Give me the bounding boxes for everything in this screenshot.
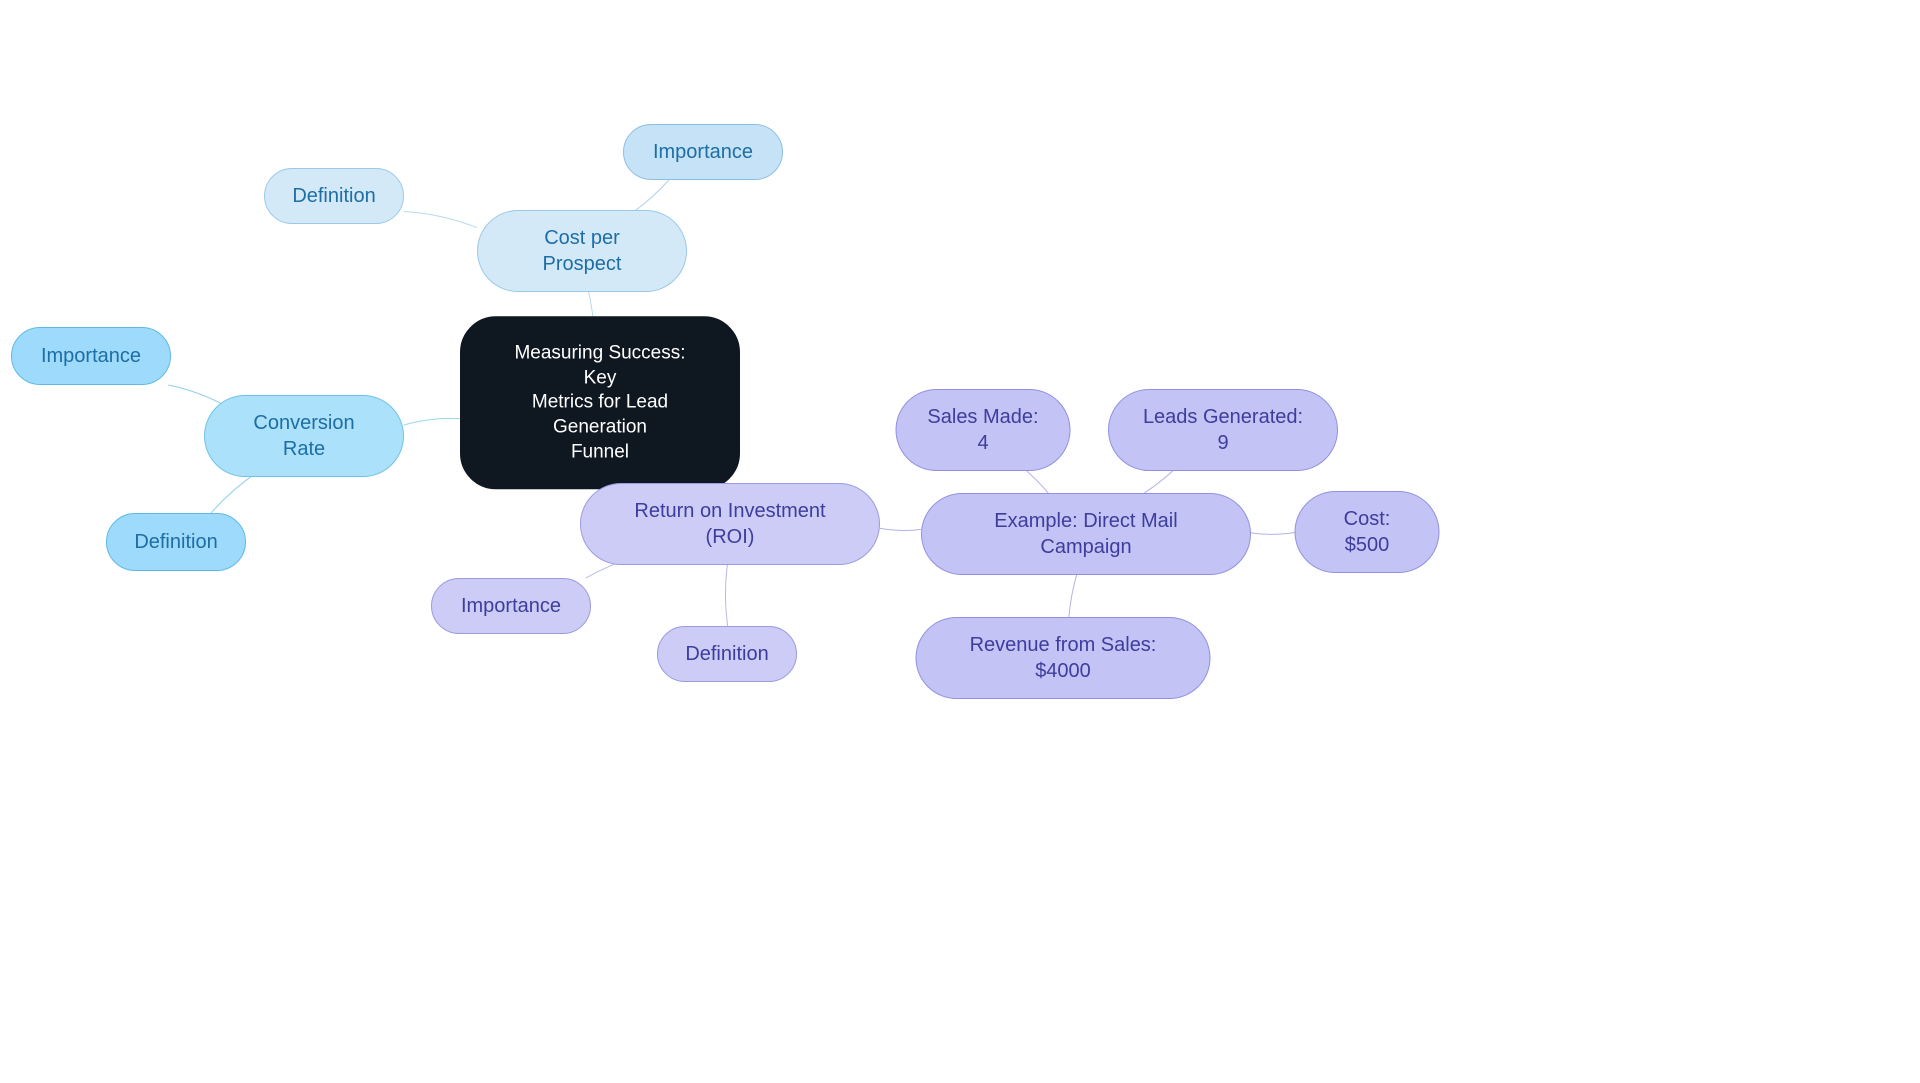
edge bbox=[1251, 533, 1295, 535]
node-label: Sales Made: 4 bbox=[925, 404, 1042, 456]
node-cr_imp: Importance bbox=[11, 327, 171, 385]
node-label: Importance bbox=[461, 593, 561, 619]
node-cpp: Cost per Prospect bbox=[477, 210, 687, 292]
edge bbox=[404, 212, 477, 228]
node-roi: Return on Investment (ROI) bbox=[580, 483, 880, 565]
node-label: Importance bbox=[653, 139, 753, 165]
node-label: Importance bbox=[41, 343, 141, 369]
node-label: Return on Investment (ROI) bbox=[609, 498, 851, 550]
node-label: Revenue from Sales: $4000 bbox=[945, 632, 1182, 684]
node-roi_def: Definition bbox=[657, 626, 797, 682]
node-label: Cost per Prospect bbox=[506, 225, 658, 277]
node-ex_cost: Cost: $500 bbox=[1295, 491, 1440, 573]
node-roi_imp: Importance bbox=[431, 578, 591, 634]
node-label: Cost: $500 bbox=[1324, 506, 1411, 558]
node-label: Definition bbox=[134, 529, 217, 555]
edge bbox=[880, 528, 921, 530]
node-cpp_def: Definition bbox=[264, 168, 404, 224]
node-cpp_imp: Importance bbox=[623, 124, 783, 180]
node-ex_rev: Revenue from Sales: $4000 bbox=[916, 617, 1211, 699]
node-ex_sales: Sales Made: 4 bbox=[896, 389, 1071, 471]
edge bbox=[404, 418, 460, 424]
node-label: Measuring Success: KeyMetrics for Lead G… bbox=[497, 341, 703, 464]
node-label: Definition bbox=[685, 641, 768, 667]
node-label: Definition bbox=[292, 183, 375, 209]
node-label: Example: Direct Mail Campaign bbox=[950, 508, 1222, 560]
node-label: Conversion Rate bbox=[233, 410, 375, 462]
node-root: Measuring Success: KeyMetrics for Lead G… bbox=[460, 316, 740, 489]
node-ex: Example: Direct Mail Campaign bbox=[921, 493, 1251, 575]
node-label: Leads Generated: 9 bbox=[1137, 404, 1309, 456]
node-cr_def: Definition bbox=[106, 513, 246, 571]
node-ex_leads: Leads Generated: 9 bbox=[1108, 389, 1338, 471]
node-cr: Conversion Rate bbox=[204, 395, 404, 477]
